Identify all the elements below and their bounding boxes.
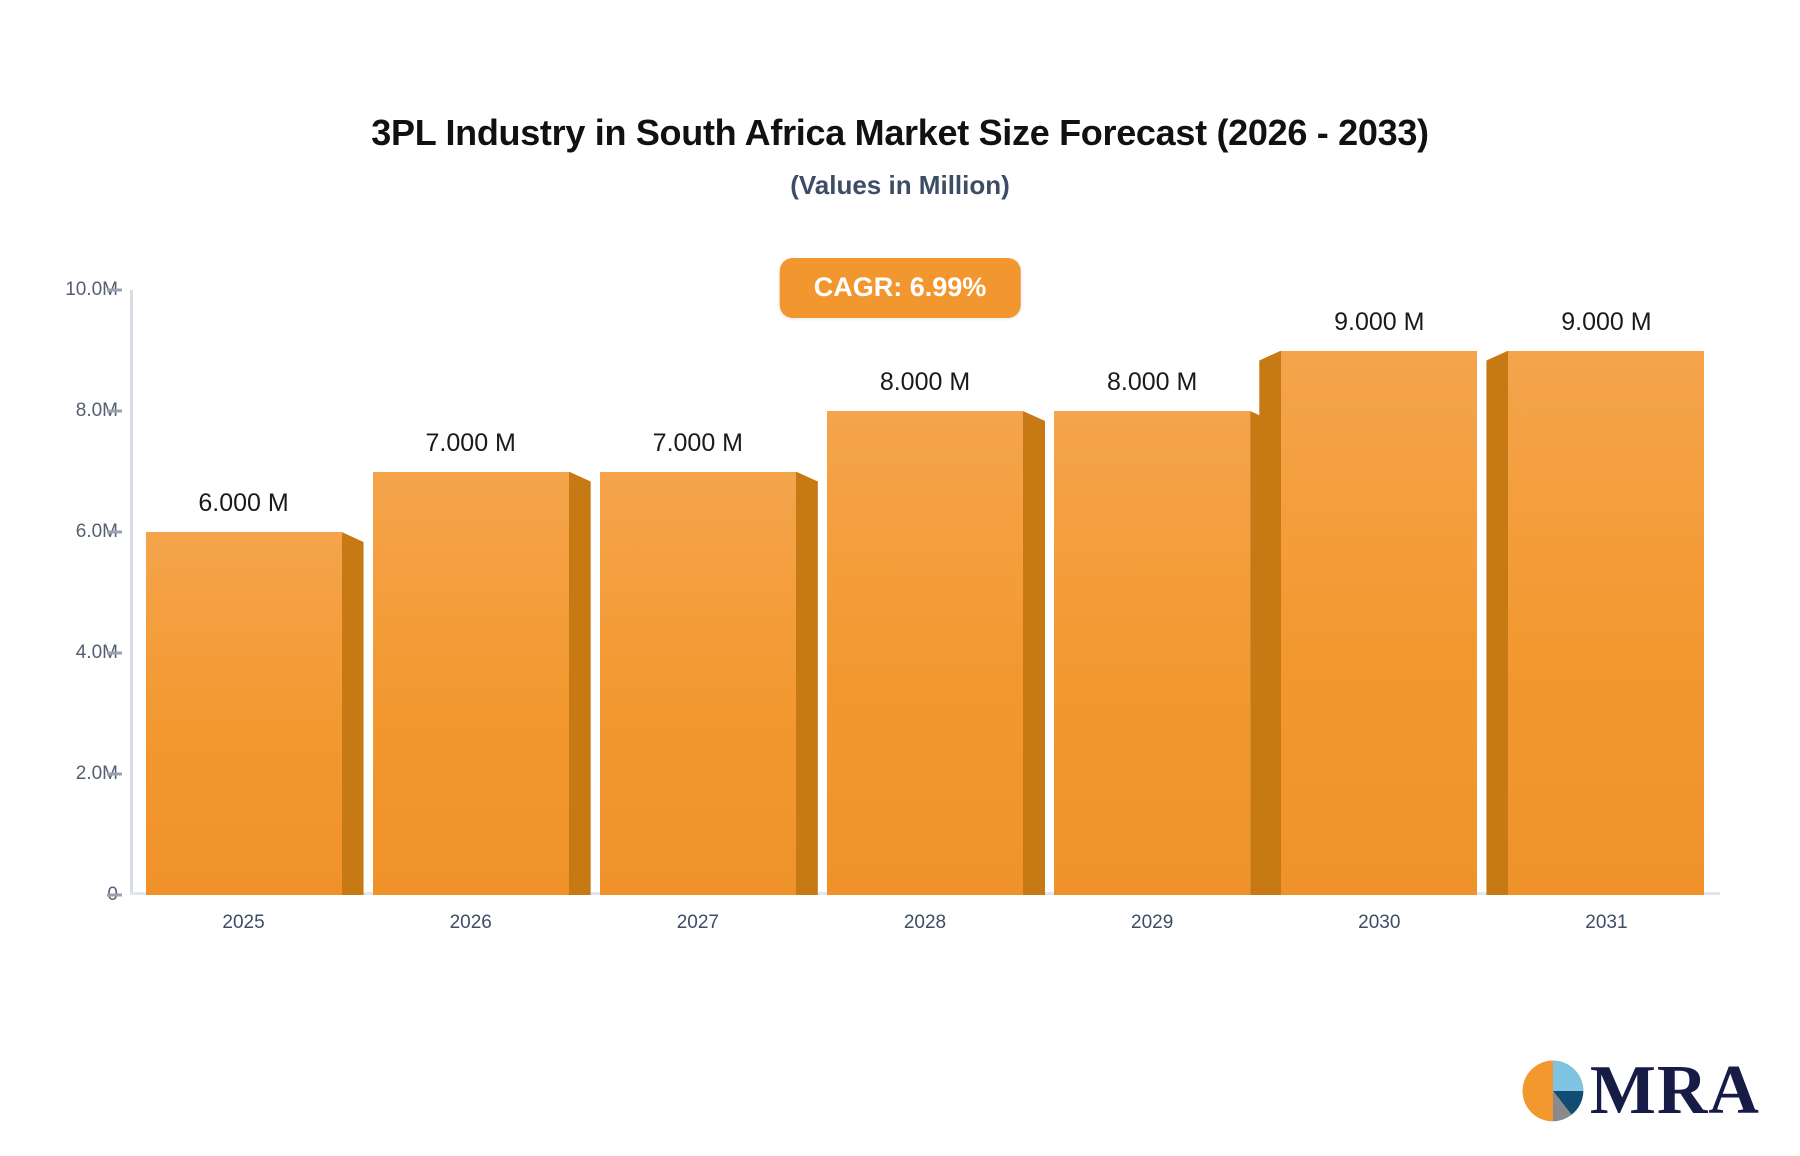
bar-value-label: 8.000 M — [879, 368, 971, 396]
bar-value-label: 8.000 M — [1106, 368, 1198, 396]
bar-column[interactable]: 8.000 M — [827, 290, 1045, 895]
y-axis-tick-label: 0 — [0, 884, 118, 906]
bar-front-face — [1281, 350, 1478, 895]
bar-column[interactable]: 6.000 M — [145, 290, 364, 895]
bar-column[interactable]: 8.000 M — [1054, 290, 1273, 895]
y-axis-tick-mark — [107, 288, 122, 292]
bar[interactable] — [1259, 350, 1478, 895]
cagr-badge: CAGR: 6.99% — [779, 258, 1021, 318]
y-axis-tick-mark — [107, 651, 122, 655]
bar[interactable] — [1054, 411, 1273, 895]
x-axis-tick-label: 2029 — [1131, 912, 1174, 933]
bar-value-label: 9.000 M — [1561, 307, 1652, 336]
y-axis-tick-mark — [107, 893, 122, 897]
bar[interactable] — [1486, 350, 1705, 895]
bar-side-face — [1486, 350, 1509, 895]
bar-side-face — [1023, 411, 1045, 895]
pie-chart-icon — [1522, 1060, 1584, 1122]
bar-side-face — [341, 532, 364, 895]
x-axis-tick-label: 2027 — [676, 912, 719, 933]
y-axis-tick-label: 4.0M — [75, 642, 118, 663]
bar-front-face — [1508, 350, 1705, 895]
chart-subtitle: (Values in Million) — [790, 170, 1010, 200]
y-axis-tick-mark — [107, 409, 122, 413]
bar-column[interactable]: 9.000 M — [1486, 290, 1705, 895]
bar-column[interactable]: 9.000 M — [1259, 290, 1478, 895]
logo-wordmark: MRA — [1589, 1052, 1760, 1129]
bar[interactable] — [827, 411, 1045, 895]
y-axis-tick-label: 2.0M — [75, 763, 118, 784]
bar-side-face — [568, 471, 591, 895]
bar[interactable] — [372, 471, 591, 895]
x-axis-tick-label: 2026 — [449, 912, 492, 933]
bar-value-label: 7.000 M — [425, 428, 516, 457]
bar-front-face — [1054, 411, 1251, 895]
x-axis-tick-label: 2030 — [1358, 912, 1401, 933]
x-axis-tick-label: 2031 — [1585, 912, 1628, 933]
bar-front-face — [827, 411, 1023, 895]
bar-value-label: 7.000 M — [652, 428, 744, 457]
y-axis-tick-label: 10.0M — [65, 279, 118, 300]
bar-value-label: 6.000 M — [198, 489, 289, 517]
bar-front-face — [599, 471, 796, 895]
page-title: 3PL Industry in South Africa Market Size… — [371, 112, 1429, 153]
y-axis-tick-label: 8.0M — [75, 400, 118, 421]
bar-series: 6.000 M 7.000 M 7.000 M 8.000 M 8.000 M 9.000… — [130, 290, 1720, 895]
bar-side-face — [1259, 350, 1282, 895]
bar-side-face — [795, 471, 818, 895]
plot-area: 10.0M8.0M6.0M4.0M2.0M0 6.000 M7.000 M7.0… — [65, 279, 1720, 933]
bar[interactable] — [145, 532, 364, 895]
x-axis-tick-label: 2025 — [222, 912, 265, 933]
bar-front-face — [372, 471, 569, 895]
bar-column[interactable]: 7.000 M — [599, 290, 818, 895]
mra-logo: MRA — [1520, 1056, 1760, 1126]
y-axis-tick-mark — [107, 772, 122, 776]
y-axis-line — [130, 290, 133, 895]
y-axis-tick-label: 6.0M — [75, 521, 118, 542]
bar[interactable] — [599, 471, 818, 895]
y-axis-tick-mark — [107, 530, 122, 534]
bar-front-face — [145, 532, 342, 895]
x-axis-tick-label: 2028 — [903, 912, 947, 933]
bar-column[interactable]: 7.000 M — [372, 290, 591, 895]
bar-value-label: 9.000 M — [1334, 307, 1425, 336]
